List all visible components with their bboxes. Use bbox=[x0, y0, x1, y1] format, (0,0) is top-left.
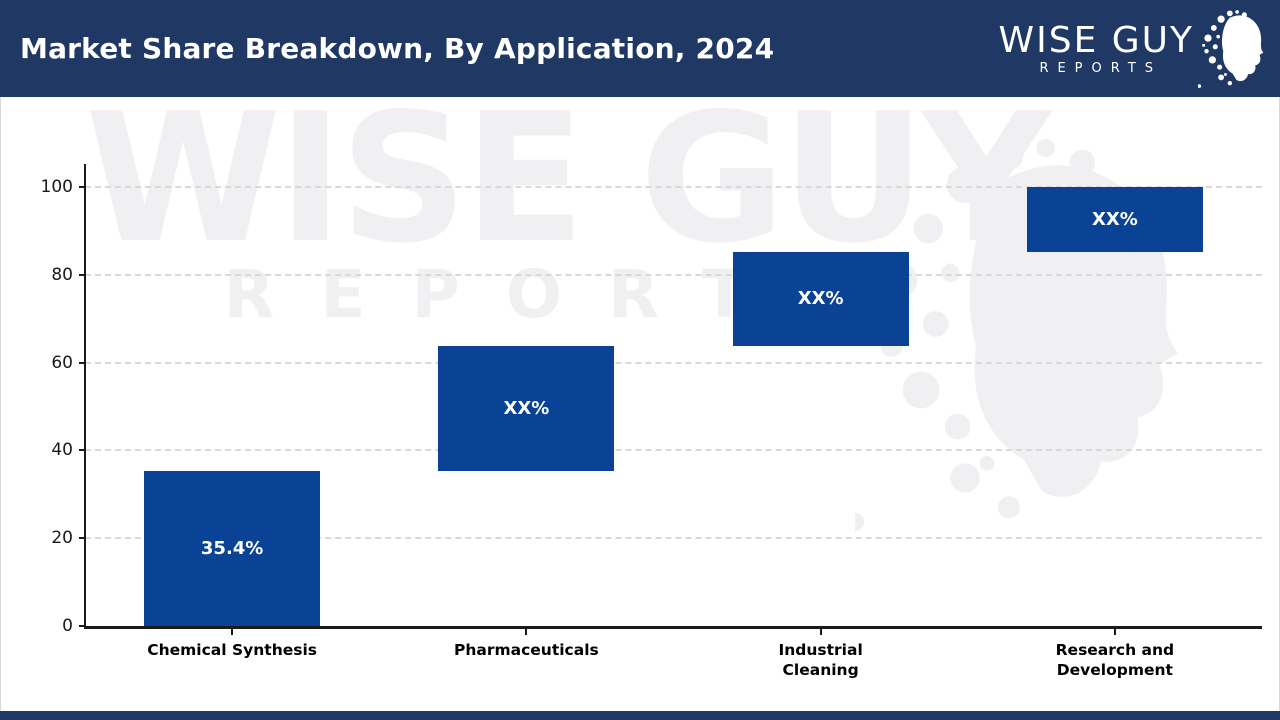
bar-value-label: XX% bbox=[1091, 208, 1138, 230]
bar: XX% bbox=[732, 251, 909, 346]
x-category-label-line: Chemical Synthesis bbox=[147, 641, 318, 659]
x-category-label-line: Industrial bbox=[778, 641, 863, 659]
wise-guy-reports-logo: WISE GUY REPORTS bbox=[999, 9, 1280, 89]
x-category-label: Research and Development bbox=[995, 640, 1235, 680]
y-tick-label: 0 bbox=[62, 616, 73, 636]
bar-value-label: XX% bbox=[797, 288, 844, 310]
y-axis-line bbox=[84, 164, 86, 628]
x-category-label: Pharmaceuticals bbox=[406, 640, 646, 660]
y-tick-mark bbox=[79, 273, 85, 276]
logo-reports-text: REPORTS bbox=[1039, 60, 1163, 76]
y-tick-mark bbox=[79, 449, 85, 452]
y-tick-mark bbox=[79, 537, 85, 540]
bar: 35.4% bbox=[144, 470, 321, 626]
y-tick-label: 20 bbox=[51, 528, 73, 549]
x-category-label: Industrial Cleaning bbox=[701, 640, 941, 680]
bar-value-label: 35.4% bbox=[200, 537, 264, 559]
x-category-label: Chemical Synthesis bbox=[112, 640, 352, 660]
x-axis-line bbox=[84, 626, 1262, 629]
bar: XX% bbox=[1026, 187, 1203, 252]
x-category-label-line: Cleaning bbox=[782, 661, 859, 679]
y-tick-label: 100 bbox=[40, 177, 73, 197]
y-tick-mark bbox=[79, 625, 85, 627]
y-gridline bbox=[85, 186, 1262, 188]
bar: XX% bbox=[438, 345, 615, 471]
page-title: Market Share Breakdown, By Application, … bbox=[20, 32, 775, 65]
footer-band bbox=[0, 711, 1280, 720]
logo-head-icon bbox=[1198, 9, 1264, 88]
y-gridline bbox=[85, 449, 1262, 452]
x-category-label-line: Development bbox=[1056, 661, 1173, 679]
x-tick-mark bbox=[819, 629, 822, 635]
y-gridline bbox=[85, 361, 1262, 364]
x-category-label-line: Pharmaceuticals bbox=[453, 641, 599, 659]
logo-wordmark: WISE GUY REPORTS bbox=[998, 19, 1195, 76]
x-category-label-line: Research and bbox=[1055, 641, 1175, 659]
y-gridline bbox=[85, 537, 1262, 540]
y-tick-mark bbox=[79, 361, 85, 364]
y-tick-label: 80 bbox=[51, 264, 73, 285]
y-tick-label: 60 bbox=[51, 352, 73, 373]
y-tick-label: 40 bbox=[51, 440, 73, 461]
x-tick-mark bbox=[1113, 629, 1116, 635]
bar-value-label: XX% bbox=[503, 397, 550, 419]
logo-wiseguy-text: WISE GUY bbox=[998, 19, 1194, 61]
y-tick-mark bbox=[79, 186, 85, 188]
y-gridline bbox=[85, 273, 1262, 276]
header-band: Market Share Breakdown, By Application, … bbox=[0, 0, 1280, 97]
x-tick-mark bbox=[525, 629, 528, 635]
x-tick-mark bbox=[231, 629, 234, 635]
